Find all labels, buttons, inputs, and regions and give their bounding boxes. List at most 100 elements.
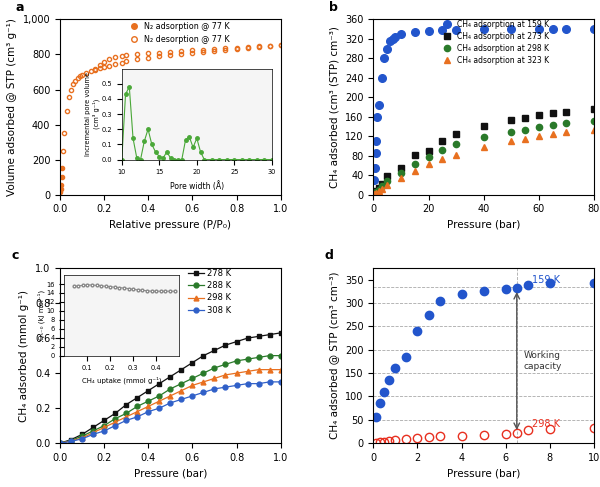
N₂ desorption @ 77 K xyxy=(134,52,141,57)
298 K xyxy=(200,379,207,385)
CH₄ adsorption at 323 K xyxy=(373,190,380,196)
CH₄ adsorption at 273 K xyxy=(411,152,418,158)
CH₄ adsorption at 159 K xyxy=(386,38,394,44)
N₂ adsorption @ 77 K xyxy=(96,65,103,71)
298 K xyxy=(211,375,218,381)
N₂ desorption @ 77 K xyxy=(266,43,273,49)
308 K xyxy=(167,400,174,406)
N₂ desorption @ 77 K xyxy=(255,43,262,49)
N₂ desorption @ 77 K xyxy=(178,48,185,54)
288 K xyxy=(211,365,218,371)
Line: 288 K: 288 K xyxy=(58,353,283,446)
CH₄ adsorption at 323 K xyxy=(549,131,556,137)
Line: CH₄ adsorption at 273 K: CH₄ adsorption at 273 K xyxy=(370,106,597,197)
278 K xyxy=(56,440,64,446)
CH₄ adsorption at 298 K xyxy=(397,170,404,176)
308 K xyxy=(122,417,130,423)
CH₄ adsorption at 159 K xyxy=(549,26,556,32)
278 K xyxy=(89,425,97,431)
308 K xyxy=(79,436,86,442)
278 K xyxy=(134,395,141,401)
X-axis label: Pressure (bar): Pressure (bar) xyxy=(447,220,520,230)
N₂ adsorption @ 77 K xyxy=(266,43,273,49)
CH₄ adsorption at 298 K xyxy=(452,141,460,147)
CH₄ adsorption at 159 K xyxy=(372,150,379,156)
CH₄ adsorption at 323 K xyxy=(452,152,460,158)
298 K xyxy=(222,372,229,378)
CH₄ adsorption at 273 K xyxy=(425,148,432,154)
308 K xyxy=(89,431,97,437)
CH₄ adsorption at 273 K xyxy=(521,115,529,121)
N₂ adsorption @ 77 K xyxy=(60,148,67,154)
288 K xyxy=(200,370,207,376)
CH₄ adsorption at 159 K xyxy=(374,114,381,120)
N₂ adsorption @ 77 K xyxy=(112,61,119,67)
308 K xyxy=(178,396,185,402)
CH₄ adsorption at 273 K xyxy=(370,191,377,197)
298 K xyxy=(56,440,64,446)
288 K xyxy=(222,361,229,367)
Text: Working
capacity: Working capacity xyxy=(523,351,562,371)
CH₄ adsorption at 159 K xyxy=(480,26,487,32)
308 K xyxy=(112,423,119,429)
Line: 308 K: 308 K xyxy=(58,379,283,446)
CH₄ adsorption at 273 K xyxy=(480,124,487,130)
N₂ desorption @ 77 K xyxy=(122,53,130,58)
298 K xyxy=(178,388,185,393)
CH₄ adsorption at 159 K xyxy=(381,56,388,61)
CH₄ adsorption at 323 K xyxy=(521,136,529,142)
N₂ adsorption @ 77 K xyxy=(277,42,284,48)
Line: N₂ adsorption @ 77 K: N₂ adsorption @ 77 K xyxy=(61,43,283,153)
CH₄ adsorption at 159 K xyxy=(383,46,391,52)
278 K xyxy=(222,342,229,348)
278 K xyxy=(178,367,185,373)
CH₄ adsorption at 323 K xyxy=(508,138,515,144)
308 K xyxy=(233,382,240,388)
N₂ adsorption @ 77 K xyxy=(101,64,108,70)
298 K xyxy=(145,404,152,410)
CH₄ adsorption at 323 K xyxy=(378,186,385,192)
288 K xyxy=(255,355,262,360)
CH₄ adsorption at 298 K xyxy=(373,189,380,195)
CH₄ adsorption at 159 K xyxy=(373,138,380,144)
CH₄ adsorption at 273 K xyxy=(383,173,391,179)
278 K xyxy=(255,334,262,339)
288 K xyxy=(112,416,119,422)
N₂ desorption @ 77 K xyxy=(211,46,218,52)
Y-axis label: Volume adsorbed @ STP (cm³ g⁻¹): Volume adsorbed @ STP (cm³ g⁻¹) xyxy=(7,18,17,196)
CH₄ adsorption at 273 K xyxy=(371,190,379,196)
CH₄ adsorption at 298 K xyxy=(383,178,391,184)
CH₄ adsorption at 273 K xyxy=(373,188,380,194)
Text: a: a xyxy=(16,0,25,14)
N₂ adsorption @ 77 K xyxy=(255,44,262,50)
CH₄ adsorption at 323 K xyxy=(590,128,598,133)
CH₄ adsorption at 298 K xyxy=(439,147,446,153)
Legend: CH₄ adsorption at 159 K, CH₄ adsorption at 273 K, CH₄ adsorption at 298 K, CH₄ a: CH₄ adsorption at 159 K, CH₄ adsorption … xyxy=(439,20,548,65)
308 K xyxy=(67,438,74,444)
CH₄ adsorption at 273 K xyxy=(508,117,515,123)
CH₄ adsorption at 323 K xyxy=(563,130,570,135)
CH₄ adsorption at 323 K xyxy=(480,144,487,150)
Line: CH₄ adsorption at 159 K: CH₄ adsorption at 159 K xyxy=(370,25,598,196)
CH₄ adsorption at 273 K xyxy=(549,111,556,116)
Legend: N₂ adsorption @ 77 K, N₂ desorption @ 77 K: N₂ adsorption @ 77 K, N₂ desorption @ 77… xyxy=(126,22,230,44)
278 K xyxy=(266,332,273,337)
Line: 298 K: 298 K xyxy=(58,367,283,446)
CH₄ adsorption at 273 K xyxy=(535,112,542,118)
308 K xyxy=(145,409,152,414)
CH₄ adsorption at 298 K xyxy=(371,190,379,196)
308 K xyxy=(244,381,251,387)
N₂ desorption @ 77 K xyxy=(101,59,108,65)
298 K xyxy=(89,430,97,435)
N₂ adsorption @ 77 K xyxy=(83,70,90,76)
N₂ adsorption @ 77 K xyxy=(211,48,218,54)
Y-axis label: CH₄ adsorbed @ STP (cm³ cm⁻³): CH₄ adsorbed @ STP (cm³ cm⁻³) xyxy=(329,272,340,439)
X-axis label: Pressure (bar): Pressure (bar) xyxy=(134,468,207,478)
N₂ adsorption @ 77 K xyxy=(122,58,130,64)
N₂ desorption @ 77 K xyxy=(200,47,207,53)
X-axis label: Relative pressure (P/P₀): Relative pressure (P/P₀) xyxy=(109,220,232,230)
288 K xyxy=(244,356,251,362)
CH₄ adsorption at 159 K xyxy=(378,75,385,81)
CH₄ adsorption at 159 K xyxy=(508,26,515,32)
288 K xyxy=(134,404,141,410)
